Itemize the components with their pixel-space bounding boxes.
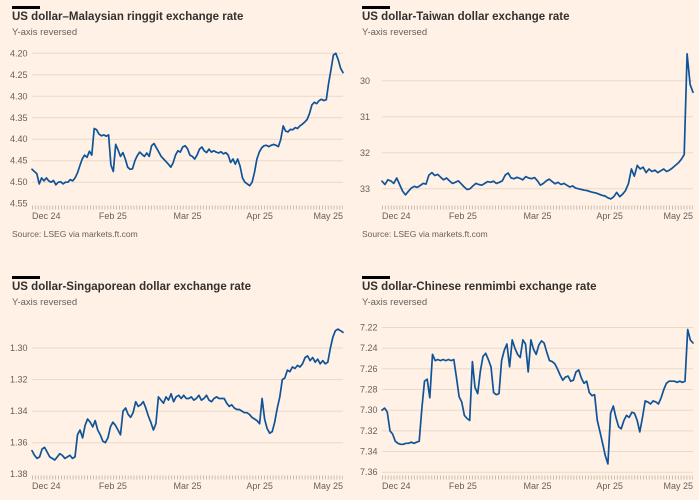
series-line xyxy=(31,328,344,461)
x-axis-tick-label: Apr 25 xyxy=(246,481,273,491)
y-axis-tick-label: 7.22 xyxy=(360,323,378,333)
y-axis-tick-label: 32 xyxy=(360,148,370,158)
y-axis-tick-label: 1.36 xyxy=(10,438,28,448)
chart-card-usd-cny: US dollar-Chinese renmimbi exchange rate… xyxy=(350,270,699,500)
chart-title: US dollar-Taiwan dollar exchange rate xyxy=(362,11,570,23)
x-axis-tick-label: May 25 xyxy=(313,481,343,491)
x-axis-tick-label: Feb 25 xyxy=(99,481,127,491)
y-axis-tick-label: 33 xyxy=(360,184,370,194)
chart-title: US dollar-Chinese renmimbi exchange rate xyxy=(362,281,597,293)
title-rule xyxy=(12,6,40,9)
y-axis-tick-label: 4.30 xyxy=(10,91,28,101)
y-axis-tick-label: 7.30 xyxy=(360,405,378,415)
source-note: Source: LSEG via markets.ft.com xyxy=(12,229,138,239)
series-line xyxy=(381,52,694,200)
x-axis-tick-label: Feb 25 xyxy=(449,211,477,221)
y-axis-tick-label: 1.34 xyxy=(10,406,28,416)
x-axis-tick-label: May 25 xyxy=(663,211,693,221)
y-axis-tick-label: 7.28 xyxy=(360,385,378,395)
y-axis-tick-label: 4.45 xyxy=(10,156,28,166)
x-axis-tick-label: Feb 25 xyxy=(449,481,477,491)
series-line xyxy=(31,52,344,187)
x-axis-tick-label: Dec 24 xyxy=(32,211,61,221)
y-axis-tick-label: 7.26 xyxy=(360,364,378,374)
chart-subtitle: Y-axis reversed xyxy=(12,297,78,308)
x-axis-tick-label: Mar 25 xyxy=(523,481,551,491)
chart-subtitle: Y-axis reversed xyxy=(362,27,428,38)
y-axis-tick-label: 1.38 xyxy=(10,469,28,479)
title-rule xyxy=(362,276,390,279)
x-axis-tick-label: May 25 xyxy=(313,211,343,221)
y-axis-tick-label: 31 xyxy=(360,112,370,122)
x-axis-tick-label: Apr 25 xyxy=(246,211,273,221)
title-rule xyxy=(12,276,40,279)
x-axis-tick-label: Mar 25 xyxy=(523,211,551,221)
line-chart-usd-myr: 4.20 4.25 4.30 4.35 4.40 4.45 4.50 4.55 Dec 24 Fe… xyxy=(10,48,344,221)
x-axis-tick-label: Mar 25 xyxy=(173,481,201,491)
y-axis-tick-label: 1.30 xyxy=(10,343,28,353)
x-axis-tick-label: May 25 xyxy=(663,481,693,491)
x-axis-tick-label: Dec 24 xyxy=(32,481,61,491)
series-line xyxy=(381,328,694,465)
chart-subtitle: Y-axis reversed xyxy=(362,297,428,308)
y-axis-tick-label: 4.50 xyxy=(10,177,28,187)
title-rule xyxy=(362,6,390,9)
chart-title: US dollar-Singaporean dollar exchange ra… xyxy=(12,281,252,293)
x-axis-tick-label: Apr 25 xyxy=(596,481,623,491)
y-axis-tick-label: 4.20 xyxy=(10,48,28,58)
x-axis-tick-label: Feb 25 xyxy=(99,211,127,221)
x-axis-tick-label: Dec 24 xyxy=(382,481,411,491)
y-axis-tick-label: 30 xyxy=(360,76,370,86)
y-axis-tick-label: 7.36 xyxy=(360,467,378,477)
x-axis-tick-label: Dec 24 xyxy=(382,211,411,221)
x-axis-tick-label: Mar 25 xyxy=(173,211,201,221)
chart-subtitle: Y-axis reversed xyxy=(12,27,78,38)
chart-title: US dollar–Malaysian ringgit exchange rat… xyxy=(12,11,244,23)
line-chart-usd-cny: 7.22 7.24 7.26 7.28 7.30 7.32 7.34 7.36 Dec 24 Fe… xyxy=(360,323,694,491)
line-chart-usd-sgd: 1.30 1.32 1.34 1.36 1.38 Dec 24 Feb 25 Mar 25 Ap… xyxy=(10,328,344,491)
y-axis-tick-label: 7.24 xyxy=(360,343,378,353)
chart-card-usd-myr: US dollar–Malaysian ringgit exchange rat… xyxy=(0,0,349,250)
y-axis-tick-label: 7.34 xyxy=(360,447,378,457)
y-axis-tick-label: 1.32 xyxy=(10,375,28,385)
chart-card-usd-twd: US dollar-Taiwan dollar exchange rate Y-… xyxy=(350,0,699,250)
source-note: Source: LSEG via markets.ft.com xyxy=(362,229,488,239)
y-axis-tick-label: 7.32 xyxy=(360,426,378,436)
chart-card-usd-sgd: US dollar-Singaporean dollar exchange ra… xyxy=(0,270,349,500)
y-axis-tick-label: 4.40 xyxy=(10,134,28,144)
y-axis-tick-label: 4.35 xyxy=(10,113,28,123)
x-axis-tick-label: Apr 25 xyxy=(596,211,623,221)
y-axis-tick-label: 4.55 xyxy=(10,199,28,209)
y-axis-tick-label: 4.25 xyxy=(10,70,28,80)
line-chart-usd-twd: 30 31 32 33 Dec 24 Feb 25 Mar 25 Apr 25 May 25 xyxy=(360,52,694,221)
